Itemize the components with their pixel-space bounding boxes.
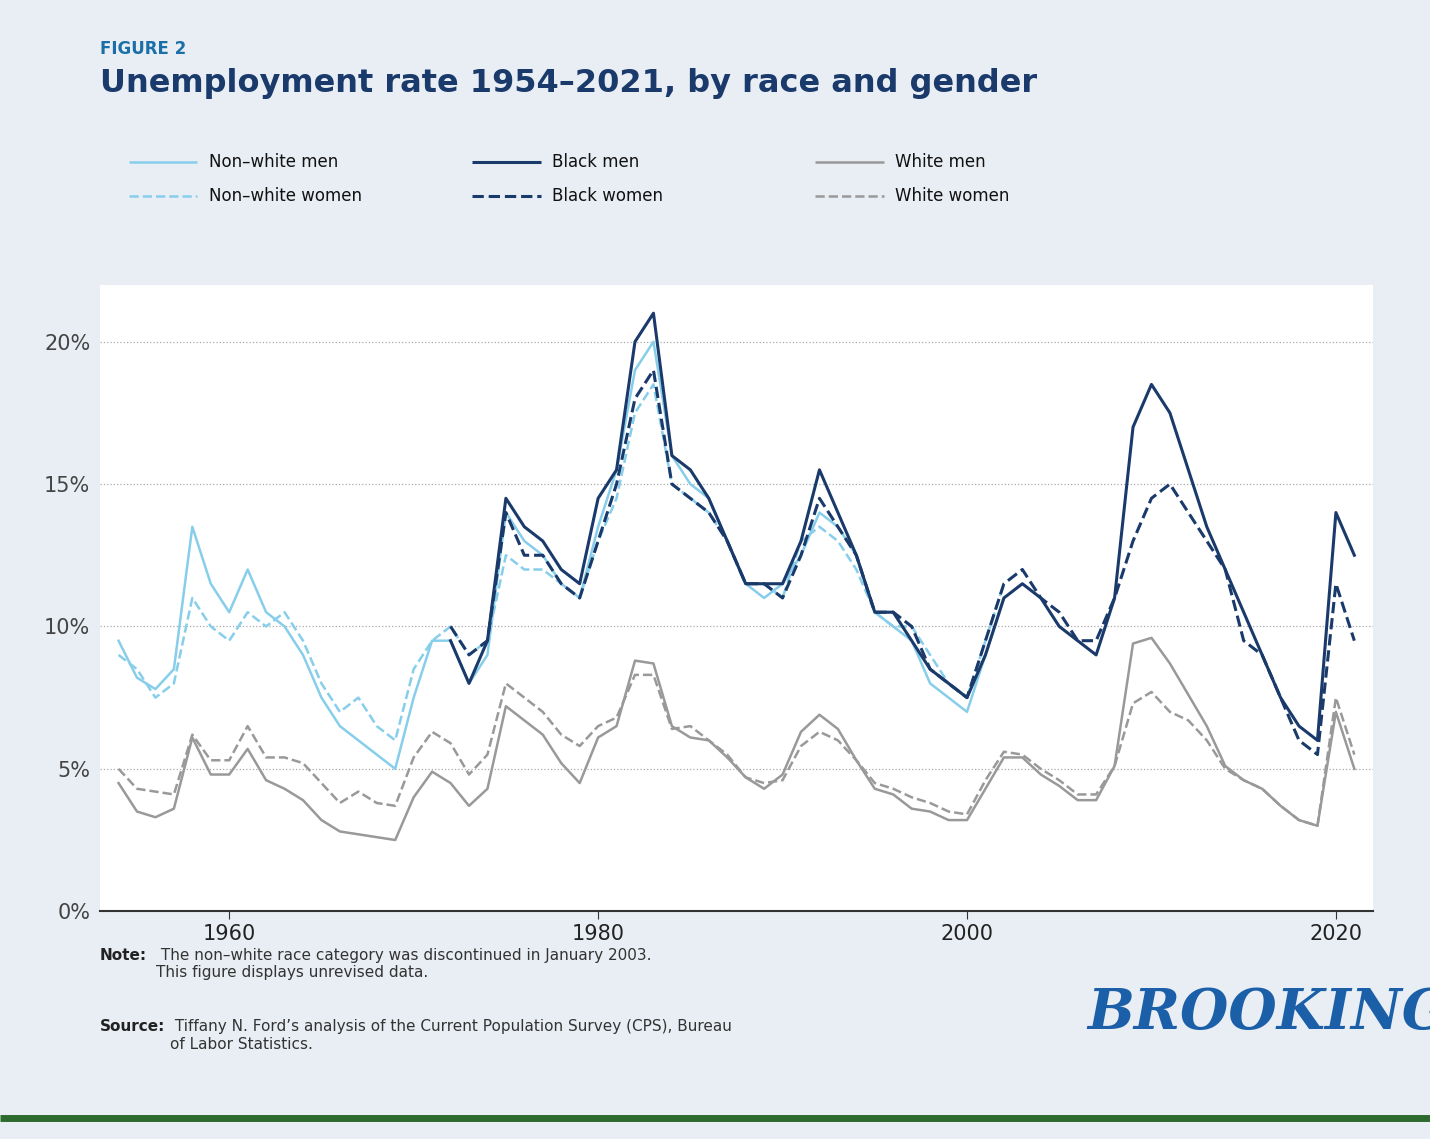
- Text: Non–white men: Non–white men: [209, 153, 337, 171]
- Text: Black men: Black men: [552, 153, 639, 171]
- Text: Non–white women: Non–white women: [209, 187, 362, 205]
- Text: White men: White men: [895, 153, 985, 171]
- Text: Note:: Note:: [100, 948, 147, 962]
- Text: White women: White women: [895, 187, 1010, 205]
- Text: FIGURE 2: FIGURE 2: [100, 40, 186, 58]
- Text: Source:: Source:: [100, 1019, 166, 1034]
- Text: Unemployment rate 1954–2021, by race and gender: Unemployment rate 1954–2021, by race and…: [100, 68, 1037, 99]
- Text: BROOKINGS: BROOKINGS: [1087, 986, 1430, 1041]
- Text: Black women: Black women: [552, 187, 664, 205]
- Text: The non–white race category was discontinued in January 2003.
This figure displa: The non–white race category was disconti…: [156, 948, 652, 980]
- Text: Tiffany N. Ford’s analysis of the Current Population Survey (CPS), Bureau
of Lab: Tiffany N. Ford’s analysis of the Curren…: [170, 1019, 732, 1051]
